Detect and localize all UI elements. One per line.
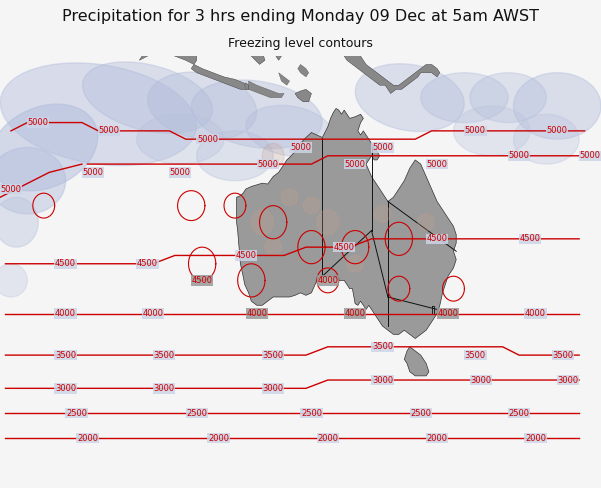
Text: Freezing level contours: Freezing level contours [228, 37, 373, 50]
Polygon shape [148, 72, 257, 140]
Text: 5000: 5000 [579, 151, 600, 160]
Polygon shape [297, 64, 309, 77]
Polygon shape [0, 197, 38, 247]
Text: 2500: 2500 [186, 409, 207, 418]
Text: 2000: 2000 [427, 434, 448, 443]
Text: 4000: 4000 [525, 309, 546, 318]
Polygon shape [454, 106, 530, 156]
Text: 5000: 5000 [427, 160, 448, 168]
Text: 4500: 4500 [192, 276, 213, 285]
Text: 5000: 5000 [465, 126, 486, 135]
Text: 5000: 5000 [1, 184, 22, 194]
Text: 4000: 4000 [344, 309, 365, 318]
Polygon shape [210, 23, 265, 64]
Polygon shape [317, 210, 339, 235]
Text: 5000: 5000 [170, 168, 191, 177]
Text: 4000: 4000 [142, 309, 163, 318]
Polygon shape [514, 73, 601, 139]
Polygon shape [197, 131, 273, 181]
Text: 5000: 5000 [257, 160, 278, 168]
Text: 2500: 2500 [508, 409, 529, 418]
Polygon shape [355, 64, 464, 132]
Polygon shape [191, 64, 249, 89]
Text: 3000: 3000 [263, 384, 284, 393]
Text: 5000: 5000 [197, 135, 218, 143]
Polygon shape [139, 31, 197, 64]
Polygon shape [281, 189, 297, 205]
Polygon shape [136, 114, 224, 164]
Polygon shape [265, 239, 281, 255]
Text: 4500: 4500 [519, 234, 540, 244]
Polygon shape [304, 197, 320, 214]
Polygon shape [0, 104, 98, 191]
Text: 4000: 4000 [55, 309, 76, 318]
Polygon shape [404, 347, 429, 376]
Text: 5000: 5000 [99, 126, 120, 135]
Text: 3500: 3500 [465, 350, 486, 360]
Polygon shape [470, 73, 546, 122]
Text: Precipitation for 3 hrs ending Monday 09 Dec at 5am AWST: Precipitation for 3 hrs ending Monday 09… [62, 9, 539, 24]
Polygon shape [374, 205, 391, 222]
Polygon shape [246, 105, 333, 156]
Polygon shape [267, 23, 287, 61]
Text: 3500: 3500 [153, 350, 174, 360]
Polygon shape [1, 63, 197, 165]
Polygon shape [514, 114, 579, 164]
Polygon shape [347, 255, 364, 272]
Text: 5000: 5000 [508, 151, 529, 160]
Polygon shape [82, 62, 213, 133]
Text: 5000: 5000 [372, 143, 393, 152]
Text: 4500: 4500 [334, 243, 355, 252]
Polygon shape [245, 82, 249, 89]
Text: 3000: 3000 [558, 376, 579, 385]
Text: 2000: 2000 [525, 434, 546, 443]
Polygon shape [304, 40, 311, 52]
Text: 4500: 4500 [55, 259, 76, 268]
Text: 3500: 3500 [552, 350, 573, 360]
Text: 3000: 3000 [153, 384, 174, 393]
Text: 4000: 4000 [438, 309, 459, 318]
Text: 4000: 4000 [246, 309, 267, 318]
Text: 5000: 5000 [547, 126, 568, 135]
Polygon shape [334, 35, 440, 94]
Text: 5000: 5000 [82, 168, 103, 177]
Polygon shape [418, 214, 435, 230]
Text: 2000: 2000 [317, 434, 338, 443]
Text: 2500: 2500 [301, 409, 322, 418]
Polygon shape [237, 108, 456, 339]
Text: 4500: 4500 [427, 234, 448, 244]
Polygon shape [421, 73, 508, 122]
Text: 2000: 2000 [77, 434, 98, 443]
Polygon shape [311, 27, 320, 40]
Text: 4500: 4500 [236, 251, 257, 260]
Polygon shape [249, 81, 284, 98]
Polygon shape [192, 80, 322, 148]
Text: 5000: 5000 [344, 160, 365, 168]
Polygon shape [0, 147, 66, 214]
Text: 3000: 3000 [470, 376, 492, 385]
Text: 3000: 3000 [372, 376, 393, 385]
Polygon shape [322, 27, 334, 40]
Polygon shape [0, 264, 27, 297]
Polygon shape [251, 210, 273, 235]
Text: 5000: 5000 [28, 118, 49, 127]
Text: 2000: 2000 [208, 434, 229, 443]
Text: 3500: 3500 [55, 350, 76, 360]
Text: 3500: 3500 [372, 342, 393, 351]
Text: 4500: 4500 [137, 259, 158, 268]
Text: 3000: 3000 [55, 384, 76, 393]
Text: 3500: 3500 [263, 350, 284, 360]
Text: 4000: 4000 [317, 276, 338, 285]
Text: 2500: 2500 [410, 409, 431, 418]
Text: 2500: 2500 [66, 409, 87, 418]
Text: 5000: 5000 [290, 143, 311, 152]
Polygon shape [262, 143, 284, 168]
Polygon shape [279, 73, 290, 85]
Polygon shape [295, 89, 311, 102]
